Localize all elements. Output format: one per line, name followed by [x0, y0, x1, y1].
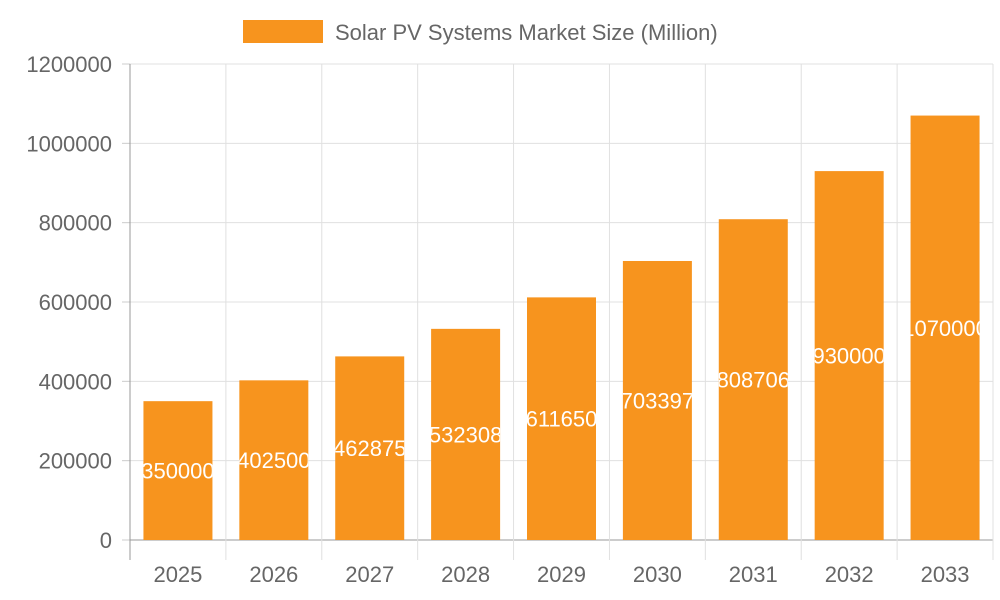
data-label-2033: 1070000 [902, 316, 988, 341]
y-tick-label: 1000000 [26, 131, 112, 156]
bar-2028[interactable] [431, 328, 501, 540]
y-tick-label: 1200000 [26, 52, 112, 77]
bar-2030[interactable] [622, 260, 692, 540]
x-tick-label: 2025 [153, 562, 202, 587]
bar-2032[interactable] [814, 171, 884, 540]
x-tick-label: 2029 [537, 562, 586, 587]
bar-2029[interactable] [527, 297, 596, 540]
data-label-2032: 930000 [812, 344, 885, 369]
legend[interactable]: Solar PV Systems Market Size (Million) [243, 20, 718, 45]
y-tick-label: 400000 [39, 369, 112, 394]
x-tick-label: 2030 [633, 562, 682, 587]
bar-2027[interactable] [335, 356, 405, 540]
x-tick-label: 2033 [921, 562, 970, 587]
y-tick-label: 200000 [39, 449, 112, 474]
data-label-2029: 611650 [526, 407, 598, 432]
data-label-2031: 808706 [717, 368, 790, 393]
legend-swatch [243, 20, 323, 43]
bar-2026[interactable] [239, 380, 309, 540]
bar-2033[interactable] [910, 115, 980, 541]
x-tick-label: 2026 [249, 562, 298, 587]
x-tick-label: 2028 [441, 562, 490, 587]
data-label-2028: 532308 [429, 422, 502, 447]
y-tick-label: 600000 [39, 290, 112, 315]
legend-label: Solar PV Systems Market Size (Million) [335, 20, 718, 45]
x-tick-label: 2032 [825, 562, 874, 587]
x-tick-label: 2027 [345, 562, 394, 587]
data-label-2030: 703397 [621, 388, 694, 413]
bar-2025[interactable] [143, 401, 213, 540]
bar-2031[interactable] [718, 219, 788, 540]
data-label-2026: 402500 [237, 448, 310, 473]
x-tick-label: 2031 [729, 562, 778, 587]
data-label-2025: 350000 [141, 459, 214, 484]
data-label-2027: 462875 [333, 436, 406, 461]
y-tick-label: 0 [100, 528, 112, 553]
y-tick-label: 800000 [39, 211, 112, 236]
